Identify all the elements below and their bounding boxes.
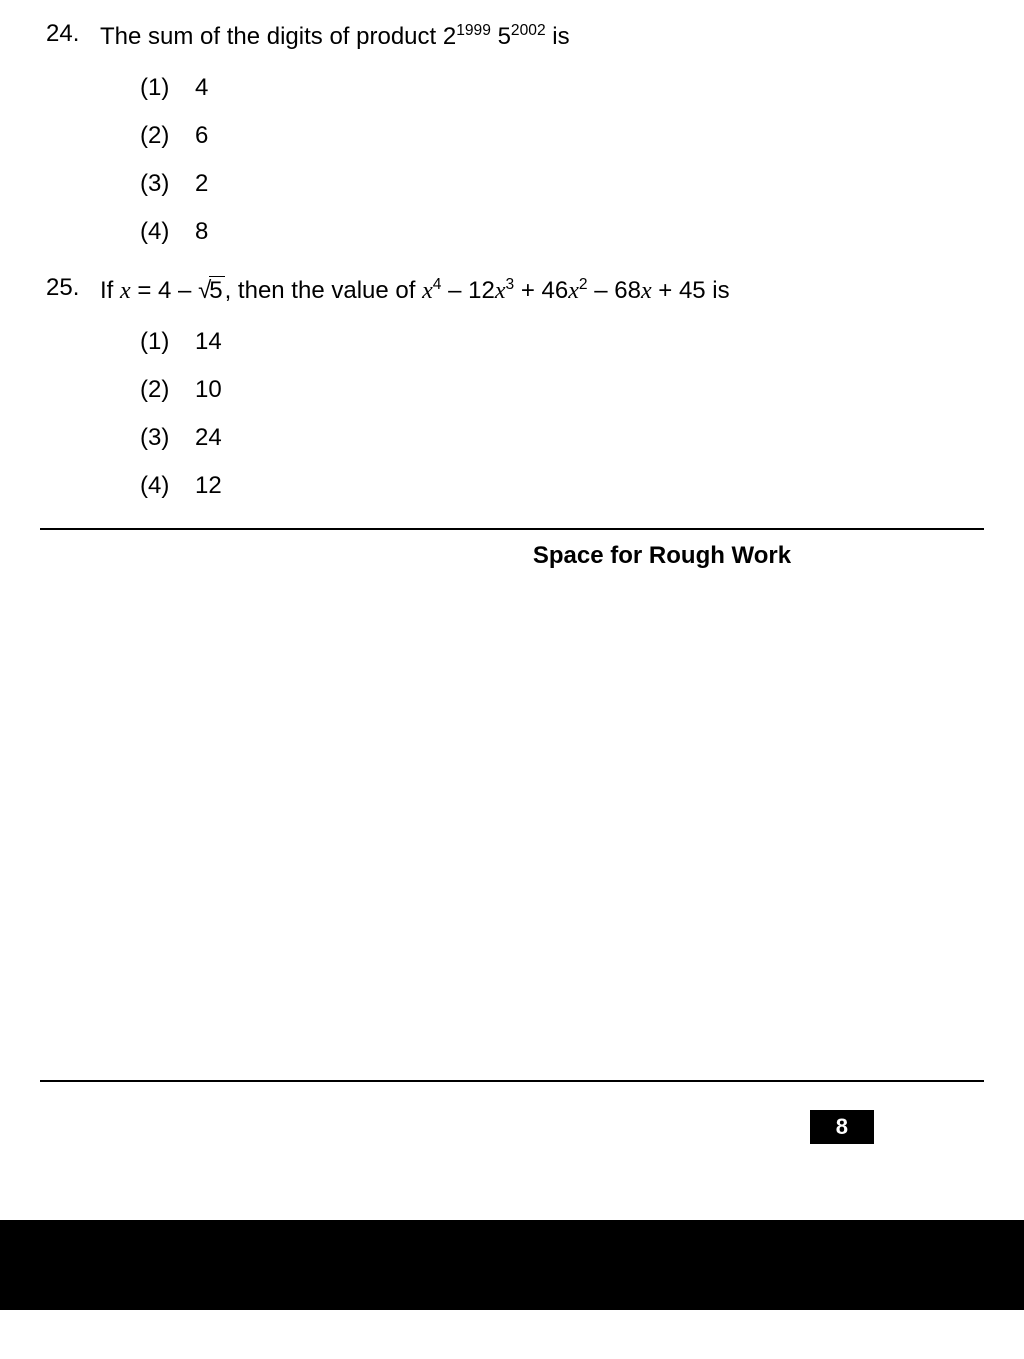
q25-t5: + 45 is xyxy=(652,277,730,304)
sqrt-icon: 5 xyxy=(198,274,225,308)
q24-option-2: (2) 6 xyxy=(140,122,984,150)
rough-work-label: Space for Rough Work xyxy=(0,542,1024,570)
option-value: 14 xyxy=(195,328,222,356)
q24-option-1: (1) 4 xyxy=(140,74,984,102)
question-25: 25. If x = 4 – 5, then the value of x4 –… xyxy=(40,274,984,309)
q25-comma: , then the value of xyxy=(225,277,422,304)
q25-t4c: – 68 xyxy=(588,277,641,304)
q25-t2v: x xyxy=(495,278,506,304)
q24-post: is xyxy=(546,23,570,50)
option-label: (4) xyxy=(140,472,195,500)
q25-t3v: x xyxy=(568,278,579,304)
footer-black-bar xyxy=(0,1220,1024,1310)
page-number: 8 xyxy=(810,1110,874,1144)
option-value: 8 xyxy=(195,218,208,246)
q25-t3c: + 46 xyxy=(514,277,568,304)
option-value: 12 xyxy=(195,472,222,500)
option-label: (4) xyxy=(140,218,195,246)
option-value: 2 xyxy=(195,170,208,198)
q25-pre: If xyxy=(100,277,120,304)
q25-option-2: (2) 10 xyxy=(140,376,984,404)
q25-rad: 5 xyxy=(209,276,224,304)
option-label: (1) xyxy=(140,328,195,356)
option-label: (2) xyxy=(140,376,195,404)
option-value: 10 xyxy=(195,376,222,404)
bottom-rule xyxy=(40,1080,984,1082)
q24-sup1: 1999 xyxy=(456,22,491,39)
q25-t3s: 2 xyxy=(579,276,588,293)
q25-eq: = 4 – xyxy=(131,277,198,304)
q25-t2s: 3 xyxy=(505,276,514,293)
option-label: (2) xyxy=(140,122,195,150)
divider-line xyxy=(40,528,984,530)
q24-pre: The sum of the digits of product 2 xyxy=(100,23,456,50)
q25-option-3: (3) 24 xyxy=(140,424,984,452)
option-label: (1) xyxy=(140,74,195,102)
q25-t4v: x xyxy=(641,278,652,304)
question-text: The sum of the digits of product 21999 5… xyxy=(100,20,984,54)
q25-t1v: x xyxy=(422,278,433,304)
question-number: 24. xyxy=(40,20,100,48)
q24-option-3: (3) 2 xyxy=(140,170,984,198)
q25-option-1: (1) 14 xyxy=(140,328,984,356)
option-value: 6 xyxy=(195,122,208,150)
option-label: (3) xyxy=(140,424,195,452)
q24-sup2: 2002 xyxy=(511,22,546,39)
question-number: 25. xyxy=(40,274,100,302)
q25-x: x xyxy=(120,278,131,304)
q24-options: (1) 4 (2) 6 (3) 2 (4) 8 xyxy=(140,74,984,246)
question-text: If x = 4 – 5, then the value of x4 – 12x… xyxy=(100,274,984,309)
q25-option-4: (4) 12 xyxy=(140,472,984,500)
option-label: (3) xyxy=(140,170,195,198)
q25-t2c: – 12 xyxy=(441,277,494,304)
option-value: 4 xyxy=(195,74,208,102)
q25-options: (1) 14 (2) 10 (3) 24 (4) 12 xyxy=(140,328,984,500)
q24-mid: 5 xyxy=(491,23,511,50)
q24-option-4: (4) 8 xyxy=(140,218,984,246)
question-24: 24. The sum of the digits of product 219… xyxy=(40,20,984,54)
option-value: 24 xyxy=(195,424,222,452)
